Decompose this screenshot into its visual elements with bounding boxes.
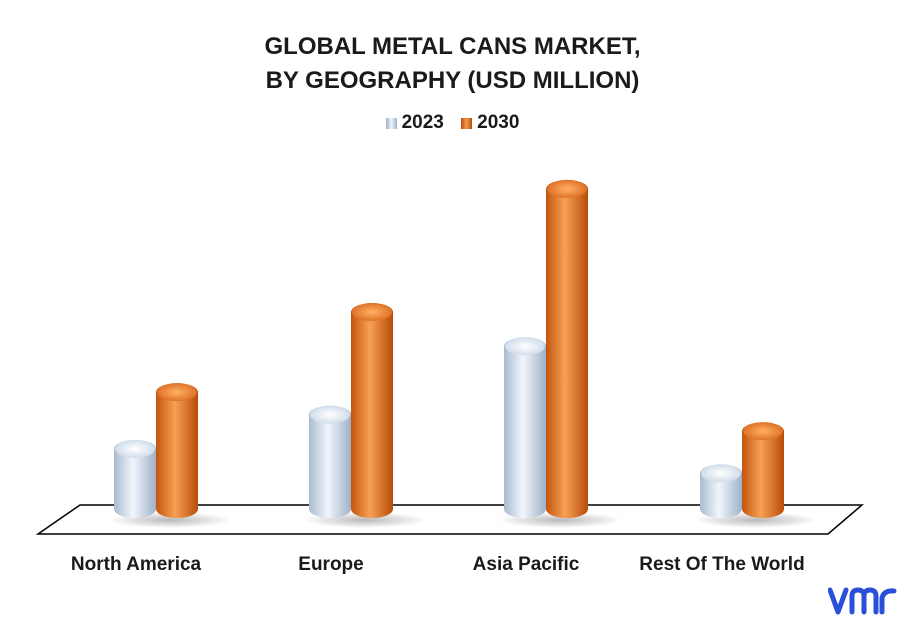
chart-floor <box>35 504 865 535</box>
legend-swatch-2030 <box>461 117 473 129</box>
bar-cap <box>157 383 197 402</box>
chart-legend: 2023 2030 <box>0 112 905 135</box>
bar-body <box>309 405 351 518</box>
bar-cap <box>310 405 350 424</box>
bar-body <box>351 303 393 518</box>
x-tick-label-north-america: North America <box>71 554 202 575</box>
legend-item-2030: 2030 <box>461 112 519 134</box>
bar-body <box>742 422 784 518</box>
bar-north-america-2030 <box>156 383 198 518</box>
x-tick-label-asia-pacific: Asia Pacific <box>473 554 580 575</box>
bar-cap <box>743 422 783 441</box>
bar-asia-pacific-2023 <box>504 337 546 518</box>
bar-body <box>156 383 198 518</box>
x-tick-label-rest-of-the-world: Rest Of The World <box>639 554 804 575</box>
chart-title: GLOBAL METAL CANS MARKET, BY GEOGRAPHY (… <box>0 30 905 98</box>
bar-body <box>114 439 156 518</box>
x-tick-label-europe: Europe <box>298 554 363 575</box>
chart-title-line-1: GLOBAL METAL CANS MARKET, <box>264 33 641 60</box>
legend-label-2030: 2030 <box>477 112 520 133</box>
vmr-logo-icon <box>828 587 897 615</box>
bar-rest-of-the-world-2030 <box>742 422 784 518</box>
bar-north-america-2023 <box>114 439 156 518</box>
bar-cap <box>352 303 392 322</box>
bar-rest-of-the-world-2023 <box>700 464 742 518</box>
bar-europe-2023 <box>309 405 351 518</box>
legend-swatch-2023 <box>385 117 397 129</box>
bar-cap <box>505 337 545 356</box>
legend-item-2023: 2023 <box>385 112 444 134</box>
bar-cap <box>701 464 741 483</box>
bar-europe-2030 <box>351 303 393 518</box>
bar-cap <box>547 179 587 198</box>
bar-body <box>546 179 588 518</box>
bar-asia-pacific-2030 <box>546 179 588 518</box>
legend-label-2023: 2023 <box>401 112 444 133</box>
bar-body <box>504 337 546 518</box>
chart-title-line-2: BY GEOGRAPHY (USD MILLION) <box>265 67 640 94</box>
bar-cap <box>115 439 155 458</box>
